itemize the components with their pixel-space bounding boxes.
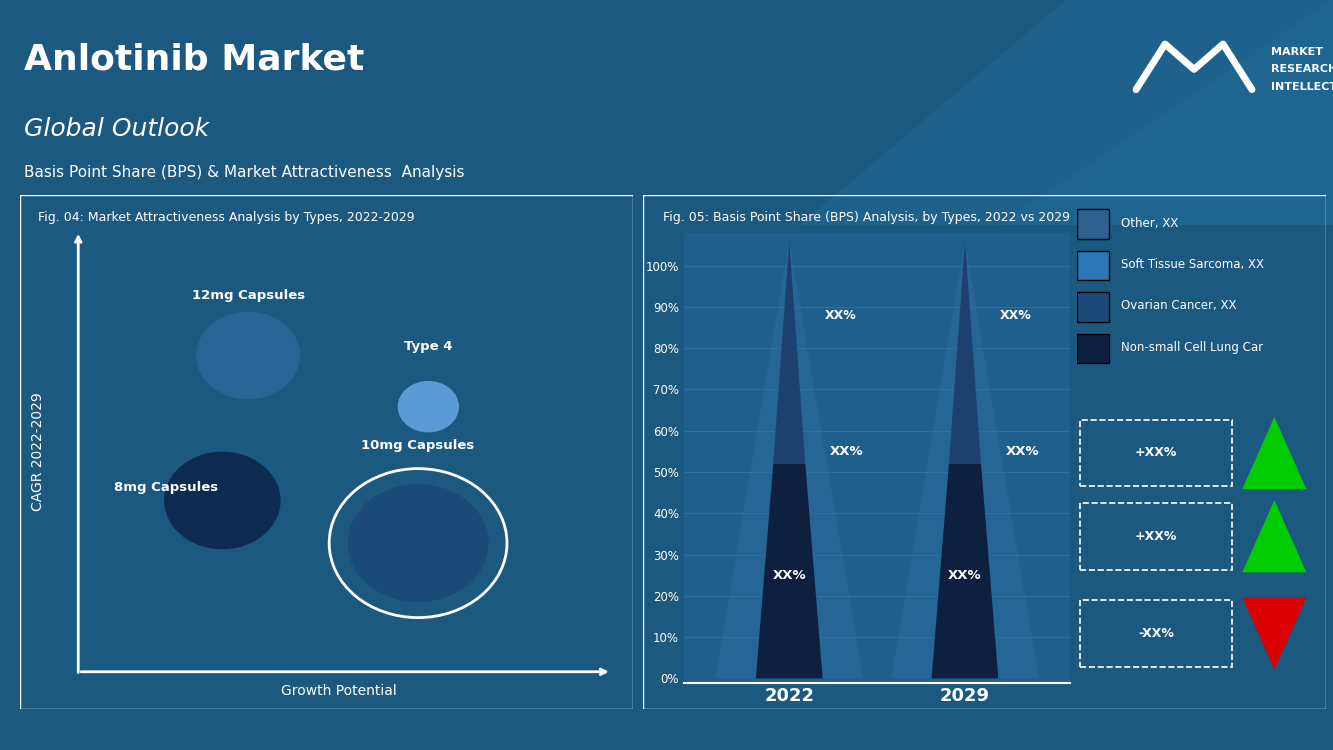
- Text: Growth Potential: Growth Potential: [281, 685, 397, 698]
- Text: Fig. 04: Market Attractiveness Analysis by Types, 2022-2029: Fig. 04: Market Attractiveness Analysis …: [39, 211, 415, 224]
- Polygon shape: [1242, 597, 1306, 670]
- Text: Soft Tissue Sarcoma, XX: Soft Tissue Sarcoma, XX: [1121, 258, 1265, 271]
- FancyBboxPatch shape: [1077, 334, 1109, 363]
- Text: +XX%: +XX%: [1134, 446, 1177, 460]
- Text: Fig. 05: Basis Point Share (BPS) Analysis, by Types, 2022 vs 2029: Fig. 05: Basis Point Share (BPS) Analysi…: [663, 211, 1070, 224]
- Polygon shape: [949, 241, 981, 464]
- Polygon shape: [892, 241, 1038, 678]
- Text: Non-small Cell Lung Car: Non-small Cell Lung Car: [1121, 341, 1264, 354]
- FancyBboxPatch shape: [1077, 251, 1109, 280]
- Circle shape: [164, 452, 280, 549]
- Circle shape: [196, 312, 300, 399]
- Polygon shape: [1242, 417, 1306, 489]
- Text: INTELLECT: INTELLECT: [1272, 82, 1333, 92]
- Text: 8mg Capsules: 8mg Capsules: [115, 482, 219, 494]
- Text: 12mg Capsules: 12mg Capsules: [192, 290, 305, 302]
- Text: +XX%: +XX%: [1134, 530, 1177, 543]
- Text: XX%: XX%: [948, 568, 982, 582]
- Text: Anlotinib Market: Anlotinib Market: [24, 43, 364, 77]
- Text: Type 4: Type 4: [404, 340, 453, 353]
- FancyBboxPatch shape: [1077, 292, 1109, 322]
- Polygon shape: [756, 464, 822, 678]
- Text: 10mg Capsules: 10mg Capsules: [361, 439, 475, 452]
- Text: Basis Point Share (BPS) & Market Attractiveness  Analysis: Basis Point Share (BPS) & Market Attract…: [24, 165, 464, 180]
- Polygon shape: [932, 464, 998, 678]
- Circle shape: [397, 381, 459, 432]
- Text: XX%: XX%: [772, 568, 806, 582]
- FancyBboxPatch shape: [1077, 209, 1109, 238]
- Text: Ovarian Cancer, XX: Ovarian Cancer, XX: [1121, 299, 1237, 313]
- Text: CAGR 2022-2029: CAGR 2022-2029: [32, 392, 45, 512]
- Circle shape: [348, 484, 489, 602]
- Text: Global Outlook: Global Outlook: [24, 117, 209, 141]
- Text: XX%: XX%: [1005, 445, 1038, 458]
- Polygon shape: [773, 241, 805, 464]
- Text: Other, XX: Other, XX: [1121, 217, 1178, 229]
- Text: -XX%: -XX%: [1138, 627, 1174, 640]
- Text: XX%: XX%: [829, 445, 864, 458]
- Polygon shape: [1000, 0, 1333, 225]
- Polygon shape: [716, 241, 862, 678]
- Polygon shape: [1242, 500, 1306, 572]
- Text: XX%: XX%: [824, 308, 856, 322]
- Polygon shape: [800, 0, 1333, 225]
- Text: XX%: XX%: [1000, 308, 1032, 322]
- Text: RESEARCH: RESEARCH: [1272, 64, 1333, 74]
- Text: MARKET: MARKET: [1272, 47, 1324, 57]
